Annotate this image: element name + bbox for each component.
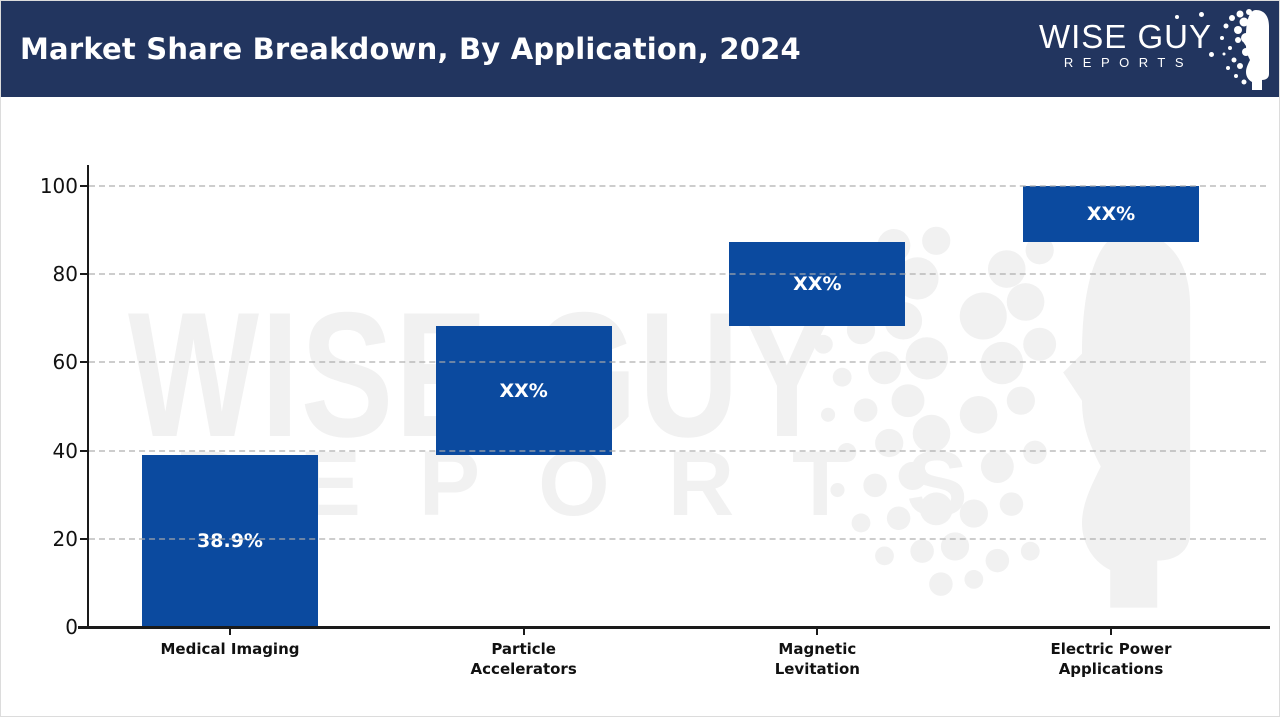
bar-value-label: XX% (793, 272, 842, 295)
bar-magnetic-levitation: XX% (729, 242, 906, 326)
header-bar: Market Share Breakdown, By Application, … (0, 0, 1280, 97)
bar-medical-imaging: 38.9% (142, 455, 318, 627)
y-axis-tick (80, 537, 88, 540)
y-axis-tick (80, 449, 88, 452)
page-title: Market Share Breakdown, By Application, … (20, 31, 801, 66)
y-axis-tick (80, 273, 88, 276)
y-axis-tick-label: 80 (52, 262, 78, 287)
logo-dot (1199, 12, 1204, 17)
bar-particle-accelerators: XX% (435, 325, 612, 456)
gridline-60 (89, 361, 1266, 364)
wise-guy-reports-logo: WISE GUY REPORTS (1024, 4, 1274, 94)
bar-value-label: XX% (499, 379, 548, 402)
logo-dot (1209, 52, 1214, 57)
gridline-20 (89, 537, 1266, 540)
bar-value-label: XX% (1086, 203, 1136, 225)
x-axis-tick (229, 629, 231, 635)
category-label: Magnetic Levitation (774, 640, 860, 678)
category-label: Particle Accelerators (470, 640, 577, 678)
x-axis-tick (1110, 629, 1112, 635)
y-axis-tick-label: 100 (39, 174, 78, 198)
x-axis-tick (816, 629, 819, 635)
gridline-80 (89, 273, 1266, 276)
y-axis-tick (80, 185, 88, 187)
logo-wordmark: WISE GUY (1038, 18, 1212, 55)
x-axis-tick (522, 629, 525, 635)
y-axis-tick-label: 60 (52, 350, 78, 375)
logo-head-icon (1220, 9, 1269, 90)
bar-value-label: 38.9% (197, 530, 263, 553)
y-axis (87, 165, 89, 629)
category-label: Medical Imaging (160, 640, 300, 658)
y-axis-tick-label: 40 (52, 438, 78, 463)
logo-reports-text: REPORTS (1063, 55, 1194, 70)
gridline-100 (89, 185, 1266, 187)
y-axis-tick-label: 0 (65, 615, 78, 639)
x-axis (78, 626, 1270, 629)
y-axis-tick (80, 361, 88, 364)
y-axis-tick-label: 20 (52, 526, 78, 551)
logo-dot (1175, 15, 1179, 19)
logo-text: WISE GUY REPORTS (1038, 18, 1212, 71)
category-label: Electric Power Applications (1050, 640, 1172, 678)
gridline-40 (89, 449, 1266, 452)
bar-electric-power-applications: XX% (1023, 186, 1199, 242)
